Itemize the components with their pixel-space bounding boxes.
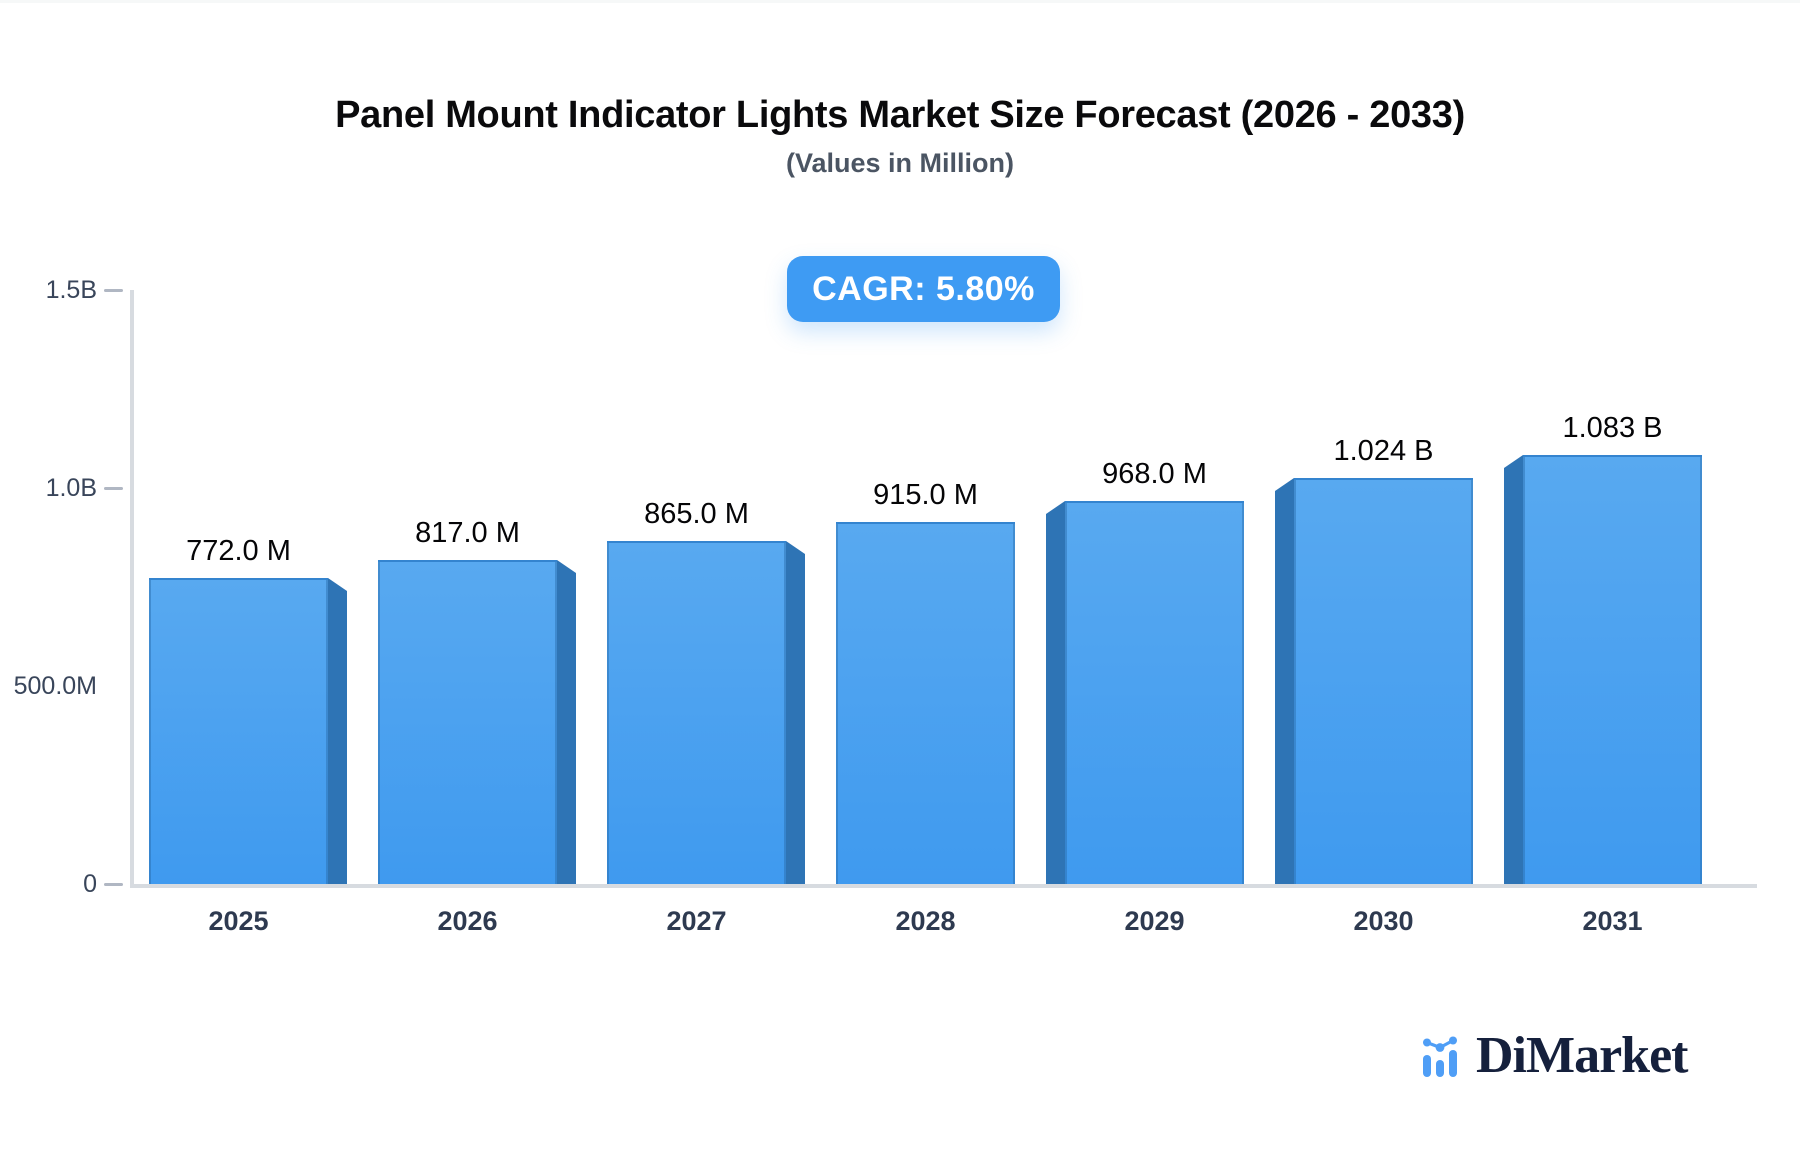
y-axis-line bbox=[130, 290, 134, 888]
x-axis-label: 2028 bbox=[895, 906, 956, 936]
y-tick-mark bbox=[104, 288, 123, 292]
x-axis-line bbox=[130, 884, 1757, 888]
x-axis-label: 2030 bbox=[1353, 906, 1414, 936]
dimarket-logo-text: DiMarket bbox=[1476, 1027, 1688, 1084]
bar-side-3d bbox=[1046, 501, 1065, 884]
cagr-badge: CAGR: 5.80% bbox=[787, 256, 1060, 322]
y-tick-label: 0 bbox=[83, 870, 97, 898]
bar-2027[interactable]: 865.0 M 2027 bbox=[607, 498, 805, 936]
chart-subtitle: (Values in Million) bbox=[785, 148, 1015, 178]
chart-title: Panel Mount Indicator Lights Market Size… bbox=[335, 94, 1465, 136]
x-axis-label: 2029 bbox=[1124, 906, 1185, 936]
y-tick-mark bbox=[104, 486, 123, 490]
bar-value-label: 865.0 M bbox=[644, 498, 749, 530]
bar-face bbox=[607, 541, 786, 884]
y-tick-label: 1.0B bbox=[45, 474, 97, 502]
y-tick-label: 1.5B bbox=[45, 276, 97, 304]
x-axis-label: 2025 bbox=[208, 906, 269, 936]
x-axis-label: 2031 bbox=[1582, 906, 1643, 936]
card-top-edge bbox=[0, 0, 1800, 3]
bar-value-label: 1.083 B bbox=[1562, 412, 1663, 444]
bar-side-3d bbox=[1504, 455, 1523, 884]
y-tick-label: 500.0M bbox=[13, 672, 97, 700]
bar-face bbox=[1065, 501, 1244, 884]
bar-2025[interactable]: 772.0 M 2025 bbox=[149, 535, 347, 936]
bar-side-3d bbox=[328, 578, 347, 884]
bar-value-label: 1.024 B bbox=[1333, 435, 1434, 467]
dimarket-logo[interactable]: DiMarket bbox=[1421, 1027, 1688, 1084]
bar-face bbox=[836, 522, 1015, 884]
bar-2029[interactable]: 968.0 M 2029 bbox=[1046, 458, 1244, 936]
bar-value-label: 817.0 M bbox=[415, 517, 520, 549]
plot-area: 772.0 M 2025 817.0 M 2026 865.0 M 2027 915.0 M… bbox=[132, 290, 1758, 936]
bar-chart-icon bbox=[1423, 1036, 1457, 1077]
x-axis-label: 2027 bbox=[666, 906, 727, 936]
bar-value-label: 915.0 M bbox=[873, 479, 978, 511]
bar-2030[interactable]: 1.024 B 2030 bbox=[1275, 435, 1473, 936]
bar-2031[interactable]: 1.083 B 2031 bbox=[1504, 412, 1702, 936]
bar-side-3d bbox=[557, 560, 576, 884]
bar-face bbox=[149, 578, 328, 884]
bar-2026[interactable]: 817.0 M 2026 bbox=[378, 517, 576, 936]
bar-2028[interactable]: 915.0 M 2028 bbox=[836, 479, 1015, 936]
bar-face bbox=[378, 560, 557, 884]
x-axis-label: 2026 bbox=[437, 906, 498, 936]
bar-face bbox=[1523, 455, 1702, 884]
y-tick-mark bbox=[104, 882, 123, 886]
bar-value-label: 772.0 M bbox=[186, 535, 291, 567]
bar-face bbox=[1294, 478, 1473, 884]
bar-side-3d bbox=[786, 541, 805, 884]
bar-value-label: 968.0 M bbox=[1102, 458, 1207, 490]
bar-side-3d bbox=[1275, 478, 1294, 884]
